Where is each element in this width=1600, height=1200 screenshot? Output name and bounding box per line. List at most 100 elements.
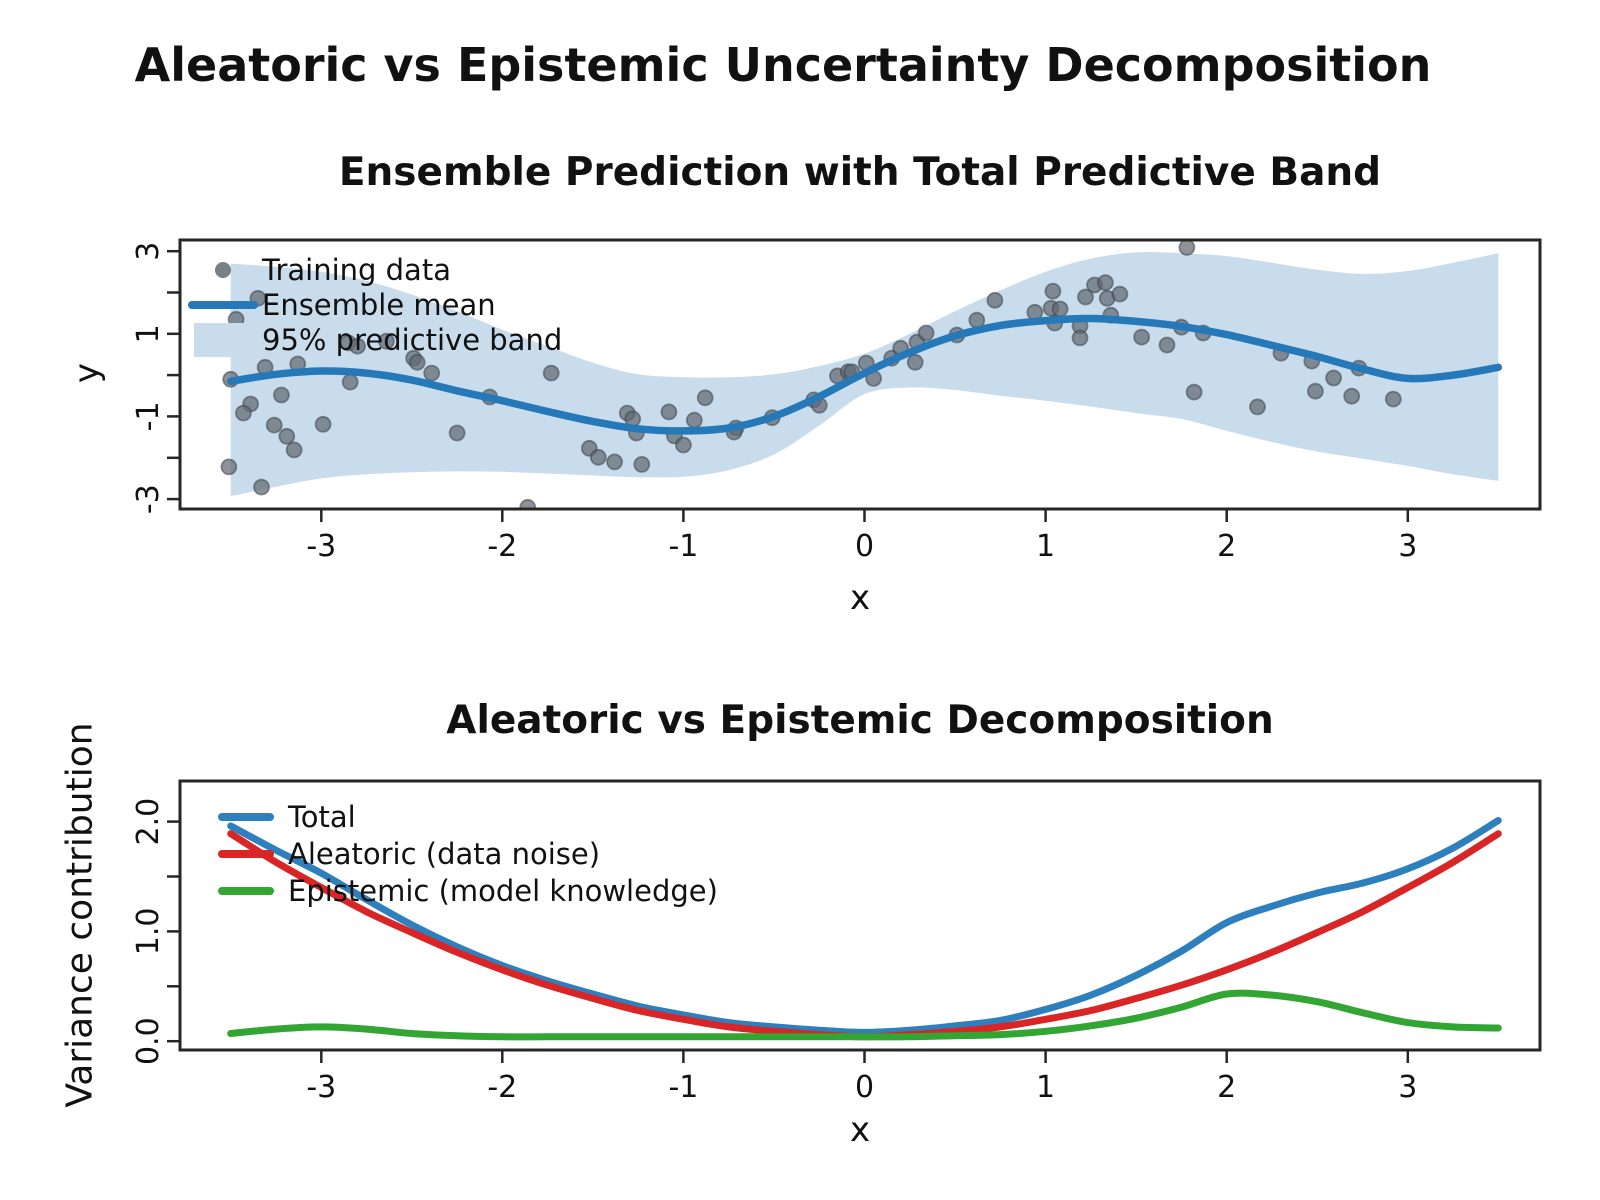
scatter-point (1097, 274, 1114, 292)
legend-label-predictive-band: 95% predictive band (262, 322, 563, 357)
x-tick-label: -2 (487, 1070, 517, 1105)
legend-marker-area (184, 300, 262, 309)
scatter-point (675, 436, 692, 454)
scatter-point (1051, 300, 1069, 318)
legend-item-total: Total (204, 798, 718, 835)
scatter-point (606, 453, 623, 471)
scatter-point (1133, 328, 1150, 346)
x-tick-label: 1 (1036, 529, 1055, 564)
x-tick-label: 2 (1217, 1070, 1236, 1105)
top-chart-title: Ensemble Prediction with Total Predictiv… (338, 150, 1382, 195)
y-tick-label: 1.0 (131, 908, 166, 956)
scatter-point (589, 448, 607, 466)
scatter-point (519, 498, 537, 509)
top-plot-axes: -3 -2 -1 0 1 2 3 3 1 -1 -3 (131, 238, 1542, 564)
scatter-point (1044, 282, 1062, 300)
scatter-point (314, 415, 332, 433)
scatter-point (1158, 336, 1176, 354)
top-x-axis-label: x (849, 578, 871, 618)
y-tick-label: 3 (131, 242, 166, 261)
scatter-point (285, 441, 303, 459)
x-tick-label: 2 (1217, 529, 1236, 564)
scatter-point (341, 373, 359, 391)
legend-label-aleatoric: Aleatoric (data noise) (288, 836, 601, 871)
legend-marker-area (184, 322, 262, 357)
ensemble-mean-line (226, 314, 1503, 435)
line-swatch-icon (218, 849, 274, 858)
legend-label-total: Total (288, 799, 356, 834)
total-line (227, 817, 1502, 1036)
scatter-point (1178, 240, 1196, 256)
scatter-point (408, 353, 426, 371)
scatter-point (917, 324, 935, 342)
scatter-points (220, 240, 1402, 509)
line-swatch-icon (188, 300, 258, 309)
scatter-point (423, 364, 441, 382)
x-tick-label: 0 (855, 529, 874, 564)
scatter-point (633, 455, 651, 473)
scatter-point (906, 353, 924, 371)
scatter-point (265, 416, 283, 434)
x-tick-label: -2 (487, 529, 517, 564)
scatter-point (1249, 398, 1266, 416)
scatter-point (696, 389, 714, 407)
x-tick-label: 3 (1398, 1070, 1417, 1105)
epistemic-line (227, 989, 1502, 1041)
y-tick-label: -1 (131, 401, 166, 431)
legend-marker-area (204, 812, 288, 821)
legend-label-ensemble-mean: Ensemble mean (262, 287, 496, 322)
top-y-axis-label: y (67, 362, 107, 384)
y-tick-label: -3 (131, 484, 166, 514)
x-tick-label: -1 (668, 1070, 698, 1105)
scatter-point (986, 291, 1004, 309)
band-swatch-icon (194, 322, 252, 357)
scatter-point (685, 411, 703, 429)
x-tick-label: -1 (668, 529, 698, 564)
y-tick-label: 2.0 (131, 798, 166, 846)
legend-marker-area (204, 849, 288, 858)
line-swatch-icon (218, 886, 274, 895)
scatter-point (377, 332, 395, 350)
bottom-legend: Total Aleatoric (data noise) Epistemic (… (204, 798, 718, 909)
legend-marker-area (204, 886, 288, 895)
scatter-point (278, 427, 296, 445)
bottom-y-axis-label: Variance contribution (59, 722, 101, 1108)
bottom-plot-axes: -3 -2 -1 0 1 2 3 2.0 1.0 0.0 (131, 779, 1542, 1105)
x-tick-label: -3 (306, 529, 336, 564)
scatter-point (1384, 390, 1402, 408)
scatter-point (272, 386, 290, 404)
scatter-point (542, 364, 560, 382)
legend-marker-area (184, 261, 262, 278)
scatter-point (1343, 387, 1361, 405)
scatter-point (448, 424, 466, 442)
x-tick-label: -3 (306, 1070, 336, 1105)
x-tick-label: 1 (1036, 1070, 1055, 1105)
axis-box (178, 779, 1542, 1052)
legend-label-training-data: Training data (262, 252, 451, 287)
scatter-point (1111, 285, 1129, 303)
bottom-chart-title: Aleatoric vs Epistemic Decomposition (446, 698, 1274, 743)
scatter-point (1185, 383, 1203, 401)
scatter-point (1325, 369, 1342, 387)
scatter-point (234, 404, 252, 422)
legend-item-aleatoric: Aleatoric (data noise) (204, 835, 718, 872)
legend-item-predictive-band: 95% predictive band (184, 322, 562, 357)
main-title: Aleatoric vs Epistemic Uncertainty Decom… (134, 38, 1432, 92)
y-tick-label: 0.0 (131, 1017, 166, 1065)
x-tick-label: 3 (1398, 529, 1417, 564)
x-tick-label: 0 (855, 1070, 874, 1105)
legend-item-training-data: Training data (184, 252, 562, 287)
scatter-point (349, 337, 366, 355)
bottom-x-axis-label: x (849, 1110, 871, 1150)
scatter-point (1071, 329, 1089, 347)
scatter-point (660, 403, 678, 421)
top-legend: Training data Ensemble mean 95% predicti… (184, 252, 562, 357)
scatter-point (253, 478, 270, 496)
scatter-point (220, 458, 238, 476)
y-tick-label: 1 (131, 324, 166, 343)
legend-item-ensemble-mean: Ensemble mean (184, 287, 562, 322)
line-swatch-icon (218, 812, 274, 821)
scatter-point (1077, 288, 1094, 306)
